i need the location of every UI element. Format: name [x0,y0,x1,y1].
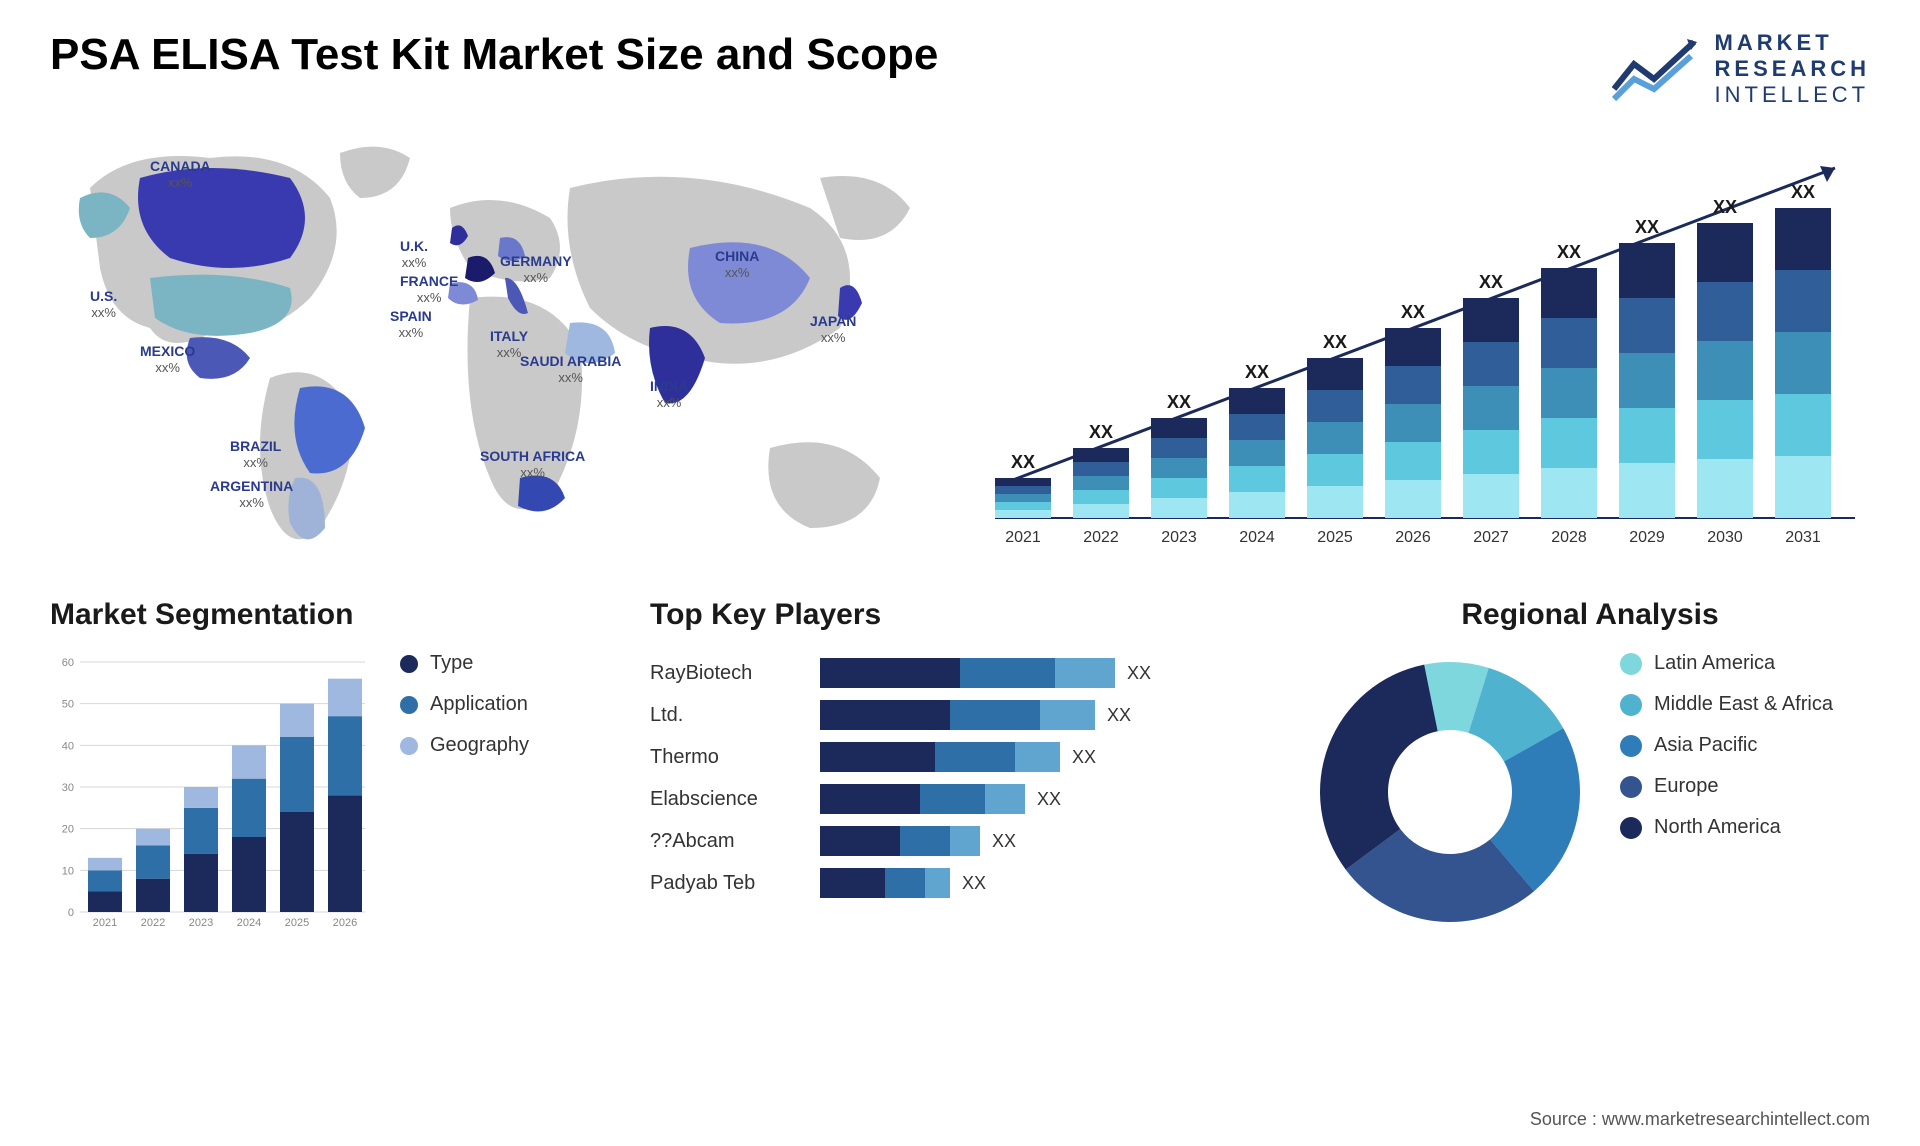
seg-legend-application: Application [400,693,529,716]
svg-text:XX: XX [1791,182,1815,202]
player-bar-row: XX [820,694,1270,736]
map-label-japan: JAPANxx% [810,313,856,345]
svg-text:2024: 2024 [237,917,261,929]
svg-text:XX: XX [1011,452,1035,472]
players-title: Top Key Players [650,598,1270,632]
map-label-china: CHINAxx% [715,248,759,280]
svg-text:2030: 2030 [1707,529,1743,546]
region-legend-middle-east---africa: Middle East & Africa [1620,693,1833,716]
map-label-us: U.S.xx% [90,288,117,320]
page-title: PSA ELISA Test Kit Market Size and Scope [50,30,938,80]
player-bar-row: XX [820,736,1270,778]
region-legend-north-america: North America [1620,816,1833,839]
svg-text:2027: 2027 [1473,529,1509,546]
segmentation-chart: 0 10 20 30 40 50 60 2021 2022 2023 2024 2025 2026 [50,652,370,932]
regional-legend: Latin America Middle East & Africa Asia Pa… [1620,652,1833,857]
player-bar-row: XX [820,820,1270,862]
svg-text:0: 0 [68,907,74,919]
svg-text:XX: XX [1635,217,1659,237]
svg-text:30: 30 [62,782,74,794]
svg-text:XX: XX [1479,272,1503,292]
region-legend-europe: Europe [1620,775,1833,798]
player-bar-row: XX [820,778,1270,820]
svg-text:40: 40 [62,740,74,752]
regional-donut [1310,652,1590,932]
player-label: Padyab Teb [650,862,800,904]
svg-text:XX: XX [1557,242,1581,262]
map-label-germany: GERMANYxx% [500,253,572,285]
svg-text:2024: 2024 [1239,529,1275,546]
map-label-mexico: MEXICOxx% [140,343,195,375]
svg-text:10: 10 [62,865,74,877]
logo-line3: INTELLECT [1715,82,1870,108]
region-legend-latin-america: Latin America [1620,652,1833,675]
map-label-argentina: ARGENTINAxx% [210,478,293,510]
map-label-india: INDIAxx% [650,378,688,410]
logo-line2: RESEARCH [1715,56,1870,82]
map-label-saudiarabia: SAUDI ARABIAxx% [520,353,621,385]
players-bars: XXXXXXXXXXXX [820,652,1270,904]
svg-text:XX: XX [1713,197,1737,217]
svg-text:2029: 2029 [1629,529,1665,546]
player-label: Ltd. [650,694,800,736]
logo-icon [1609,34,1699,104]
svg-text:2026: 2026 [1395,529,1431,546]
players-labels: RayBiotechLtd.ThermoElabscience??AbcamPa… [650,652,800,904]
svg-text:2023: 2023 [189,917,213,929]
svg-text:20: 20 [62,824,74,836]
player-bar-row: XX [820,652,1270,694]
logo-line1: MARKET [1715,30,1870,56]
world-map: CANADAxx% U.S.xx% MEXICOxx% BRAZILxx% ARGENT… [50,128,920,568]
player-bar-row: XX [820,862,1270,904]
svg-text:50: 50 [62,699,74,711]
svg-text:XX: XX [1167,392,1191,412]
regional-title: Regional Analysis [1310,598,1870,632]
map-label-brazil: BRAZILxx% [230,438,281,470]
svg-text:2021: 2021 [1005,529,1041,546]
svg-text:2022: 2022 [141,917,165,929]
map-label-france: FRANCExx% [400,273,458,305]
segmentation-title: Market Segmentation [50,598,610,632]
svg-text:XX: XX [1323,332,1347,352]
brand-logo: MARKET RESEARCH INTELLECT [1609,30,1870,108]
svg-text:2026: 2026 [333,917,357,929]
svg-text:XX: XX [1089,422,1113,442]
svg-text:2025: 2025 [285,917,309,929]
svg-text:XX: XX [1401,302,1425,322]
svg-text:2025: 2025 [1317,529,1353,546]
svg-text:2021: 2021 [93,917,117,929]
map-label-southafrica: SOUTH AFRICAxx% [480,448,585,480]
svg-text:XX: XX [1245,362,1269,382]
region-legend-asia-pacific: Asia Pacific [1620,734,1833,757]
segmentation-legend: Type Application Geography [400,652,529,932]
seg-legend-type: Type [400,652,529,675]
svg-text:60: 60 [62,657,74,669]
svg-text:2031: 2031 [1785,529,1821,546]
map-label-canada: CANADAxx% [150,158,211,190]
player-label: ??Abcam [650,820,800,862]
source-attribution: Source : www.marketresearchintellect.com [1530,1109,1870,1130]
map-label-uk: U.K.xx% [400,238,428,270]
growth-bar-chart: XX 2021 XX 2022 XX 2023 XX 2024 XX 2025 XX 2026 XX 20… [960,128,1870,568]
player-label: Elabscience [650,778,800,820]
svg-text:2022: 2022 [1083,529,1119,546]
svg-text:2023: 2023 [1161,529,1197,546]
map-label-spain: SPAINxx% [390,308,432,340]
player-label: Thermo [650,736,800,778]
svg-text:2028: 2028 [1551,529,1587,546]
seg-legend-geography: Geography [400,734,529,757]
player-label: RayBiotech [650,652,800,694]
